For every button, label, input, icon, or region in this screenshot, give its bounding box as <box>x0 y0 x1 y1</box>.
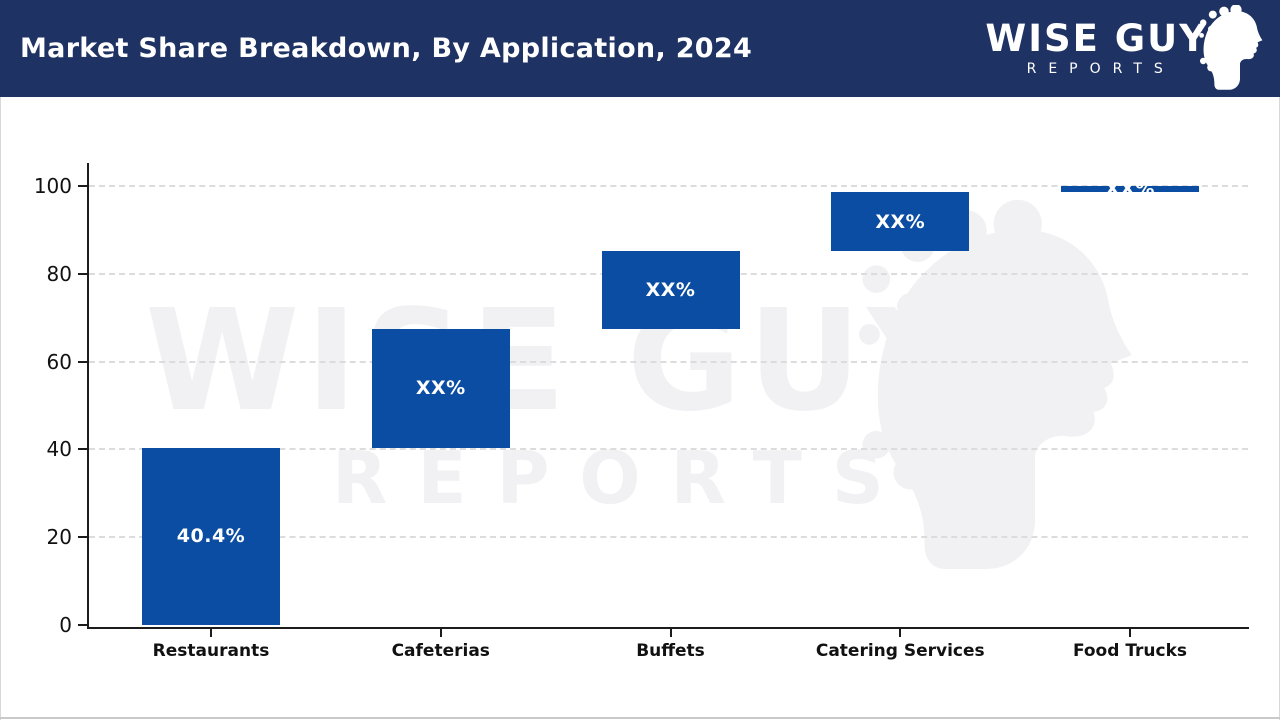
y-axis-spine <box>87 163 89 629</box>
watermark-line2: REPORTS <box>332 436 914 520</box>
bar-label-cafeterias: XX% <box>415 377 466 400</box>
gridline-20 <box>89 536 1248 539</box>
x-tick-label-food-trucks: Food Trucks <box>1072 641 1188 661</box>
logo-face-icon <box>1199 4 1263 90</box>
y-tick-label: 20 <box>46 525 72 550</box>
x-tick-mark <box>899 628 902 637</box>
logo-line1: WISE GUY <box>985 17 1208 60</box>
y-tick-mark <box>78 448 88 451</box>
x-tick-mark <box>439 628 442 637</box>
bar-label-catering-services: XX% <box>875 210 926 233</box>
x-tick-label-cafeterias: Cafeterias <box>391 641 490 661</box>
bar-food-trucks <box>1061 185 1199 193</box>
bar-label-buffets: XX% <box>645 278 696 301</box>
y-tick-label: 40 <box>46 437 72 462</box>
x-tick-mark <box>210 628 212 637</box>
logo-wordmark: WISE GUY REPORTS <box>985 20 1208 77</box>
bar-cafeterias <box>371 328 510 448</box>
x-tick-mark <box>1129 628 1131 637</box>
y-tick-label: 80 <box>46 261 72 286</box>
x-tick-label-catering-services: Catering Services <box>815 641 985 661</box>
chart-title: Market Share Breakdown, By Application, … <box>20 33 753 64</box>
y-tick-label: 0 <box>59 613 72 637</box>
x-axis-spine <box>87 627 1249 629</box>
wiseguy-logo: WISE GUY REPORTS <box>985 4 1272 93</box>
y-tick-mark <box>78 360 88 363</box>
gridline-100 <box>89 184 1248 187</box>
gridline-60 <box>89 360 1248 363</box>
left-border <box>0 97 1 720</box>
y-tick-mark <box>78 536 88 539</box>
y-tick-label: 100 <box>33 173 72 198</box>
bar-catering-services <box>831 192 970 251</box>
y-tick-mark <box>78 184 88 187</box>
header-bar: Market Share Breakdown, By Application, … <box>0 0 1280 97</box>
x-tick-label-buffets: Buffets <box>636 641 705 661</box>
bar-label-restaurants: 40.4% <box>176 525 246 548</box>
x-tick-mark <box>669 628 672 637</box>
y-tick-label: 60 <box>46 349 72 374</box>
bottom-border <box>0 717 1280 719</box>
gridline-40 <box>89 448 1248 451</box>
bar-buffets <box>601 250 740 329</box>
bar-label-food-trucks: XX% <box>1105 178 1155 201</box>
logo-line2: REPORTS <box>1026 61 1175 77</box>
bar-restaurants <box>142 447 280 625</box>
y-tick-mark <box>78 624 88 626</box>
x-tick-label-restaurants: Restaurants <box>152 641 270 661</box>
y-tick-mark <box>78 272 88 275</box>
